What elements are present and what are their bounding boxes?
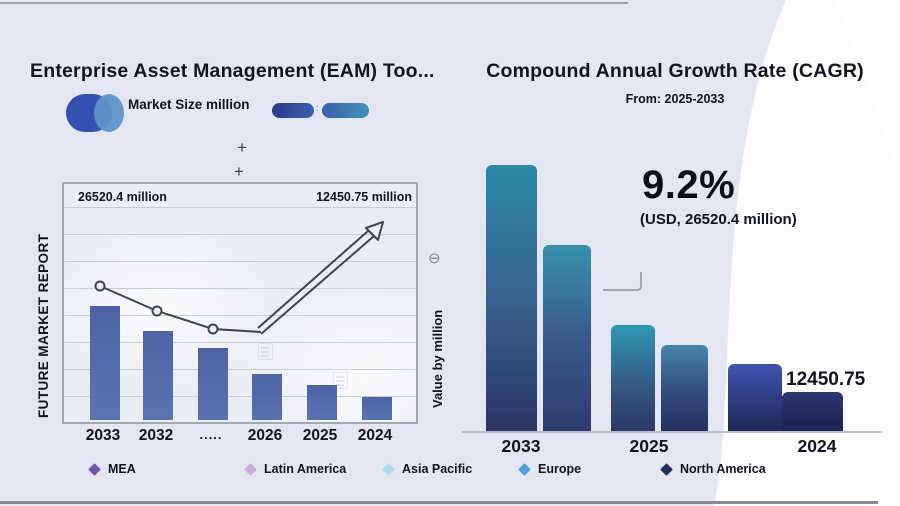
x-label-2033: 2033 <box>85 427 121 444</box>
diamond-icon <box>382 462 395 476</box>
market-size-legend-label: Market Size million <box>128 97 250 112</box>
diamond-icon <box>244 462 257 476</box>
zoom-in-icon[interactable]: + <box>237 138 247 157</box>
legend-label: Asia Pacific <box>402 462 473 476</box>
x-label-2025: 2025 <box>302 427 338 444</box>
cagr-usd-detail: (USD, 26520.4 million) <box>640 211 797 228</box>
gridline <box>64 342 416 343</box>
cagr-percentage: 9.2% <box>642 163 736 207</box>
cylinder-cap <box>94 94 124 132</box>
bar-2033 <box>90 306 120 420</box>
cagr-x-label-2033: 2033 <box>501 436 541 456</box>
right-chart-title: Compound Annual Growth Rate (CAGR) <box>486 60 864 82</box>
cagr-bar-2033-b <box>543 245 591 431</box>
gridline <box>64 261 416 262</box>
market-size-chart-panel <box>62 182 418 424</box>
x-label-dots: ..... <box>199 427 223 442</box>
legend-label: North America <box>680 462 766 476</box>
gradient-pill-icon-2 <box>322 103 369 118</box>
bar-dots <box>198 348 228 420</box>
diamond-icon <box>88 462 101 476</box>
faint-report-icon <box>333 372 348 389</box>
value-2024-label: 12450.75 <box>786 369 866 390</box>
gridline <box>64 234 416 235</box>
right-chart-baseline <box>462 431 882 433</box>
legend-label: Latin America <box>264 462 347 476</box>
gridline <box>64 396 416 397</box>
cagr-bar-2025-a <box>611 325 655 431</box>
top-border-line <box>0 2 628 4</box>
legend-item-europe: Europe <box>518 462 582 476</box>
bar-2026 <box>252 374 282 420</box>
legend-item-mea: MEA <box>88 462 136 476</box>
gridline <box>64 288 416 289</box>
zoom-out-icon[interactable]: ⊖ <box>428 250 441 267</box>
left-chart-title: Enterprise Asset Management (EAM) Too... <box>30 60 435 82</box>
faint-report-icon <box>258 343 273 360</box>
cagr-bar-2033-a <box>486 165 537 431</box>
cagr-bar-2024-b <box>782 392 843 431</box>
gridline <box>64 369 416 370</box>
x-label-2032: 2032 <box>138 427 174 444</box>
annotation-2033-value: 26520.4 million <box>78 190 167 204</box>
cagr-bar-2025-b <box>661 345 708 431</box>
bar-2032 <box>143 331 173 420</box>
cagr-x-label-2024: 2024 <box>797 436 837 456</box>
legend-item-asia-pacific: Asia Pacific <box>382 462 473 476</box>
zoom-in-icon-2[interactable]: + <box>234 162 244 181</box>
cagr-bar-2024-a <box>728 364 782 431</box>
region-legend: MEA Latin America Asia Pacific Europe No… <box>0 462 900 490</box>
pill-separator: : <box>316 103 319 114</box>
x-label-2026: 2026 <box>247 427 283 444</box>
annotation-2024-value: 12450.75 million <box>316 190 412 204</box>
gradient-pill-icon-1 <box>272 103 314 118</box>
legend-item-north-america: North America <box>660 462 766 476</box>
bar-2024 <box>362 397 392 420</box>
diamond-icon <box>660 462 673 476</box>
legend-label: MEA <box>108 462 136 476</box>
legend-item-latin-america: Latin America <box>244 462 347 476</box>
right-chart-subtitle: From: 2025-2033 <box>625 92 725 106</box>
x-label-2024: 2024 <box>357 427 393 444</box>
bottom-border-line <box>0 501 878 504</box>
cagr-x-label-2025: 2025 <box>629 436 669 456</box>
watermark-vertical-text: FUTURE MARKET REPORT <box>36 233 51 418</box>
legend-label: Europe <box>538 462 582 476</box>
y-axis-label: Value by million <box>430 309 445 408</box>
gridline <box>64 207 416 208</box>
cylinder-icon <box>66 94 124 132</box>
diamond-icon <box>518 462 531 476</box>
bar-2025 <box>307 385 337 420</box>
